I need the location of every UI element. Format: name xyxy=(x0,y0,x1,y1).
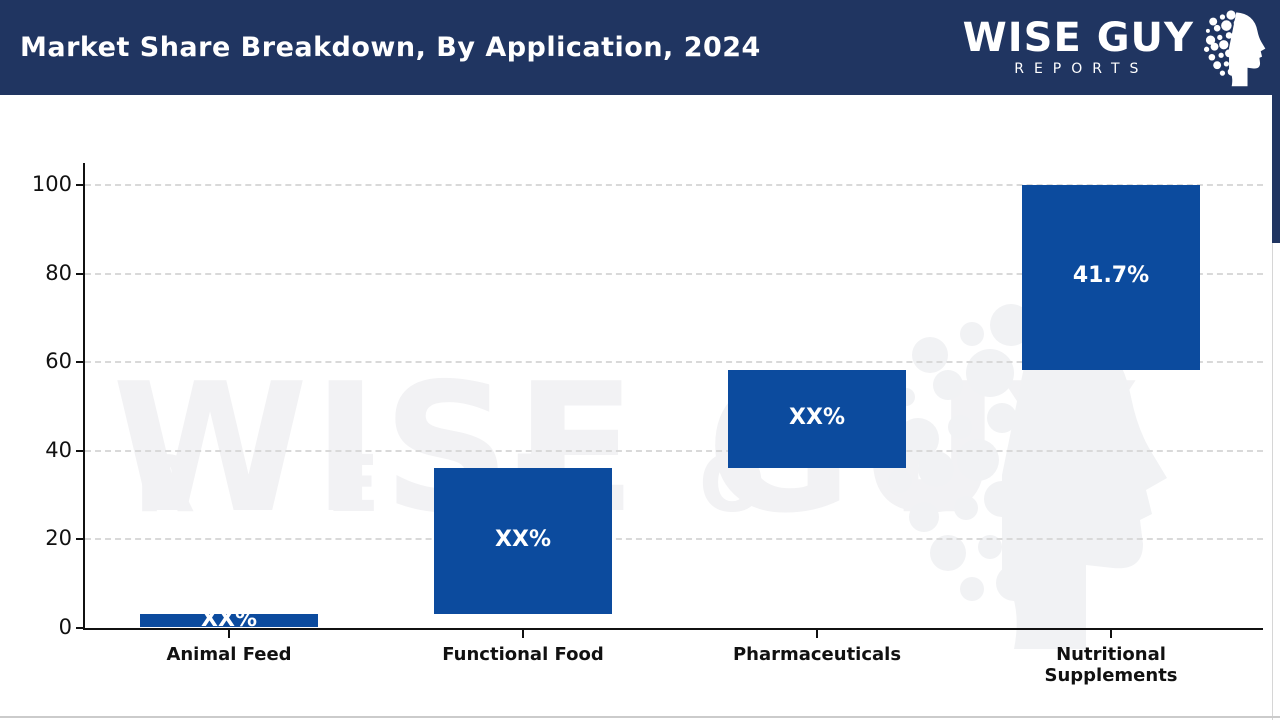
vertical-scrollbar[interactable] xyxy=(1272,95,1280,720)
y-tick-label-40: 40 xyxy=(45,437,72,462)
dotted-head-icon xyxy=(1203,9,1266,86)
y-tick-label-100: 100 xyxy=(31,172,72,196)
y-tick-60 xyxy=(76,361,85,363)
bar-animal-feed xyxy=(140,614,318,628)
gridline-40 xyxy=(85,449,1263,452)
bar-value-label-functional-food: XX% xyxy=(495,527,551,553)
y-axis xyxy=(83,162,85,630)
x-tick-pharmaceuticals xyxy=(816,629,818,638)
scrollbar-thumb[interactable] xyxy=(1272,95,1280,243)
header-bar: Market Share Breakdown, By Application, … xyxy=(0,0,1280,95)
x-axis xyxy=(83,627,1263,630)
category-label-pharmaceuticals: Pharmaceuticals xyxy=(732,643,902,665)
y-tick-40 xyxy=(76,449,85,452)
bar-value-label-pharmaceuticals: XX% xyxy=(789,404,845,430)
category-label-animal-feed: Animal Feed xyxy=(166,643,292,665)
category-label-nutritional-supplements: Nutritional Supplements xyxy=(1044,643,1178,686)
gridline-60 xyxy=(85,361,1263,363)
y-tick-label-80: 80 xyxy=(45,260,72,285)
bar-functional-food xyxy=(434,468,612,615)
y-tick-80 xyxy=(76,272,85,275)
bar-nutritional-supplements xyxy=(1022,185,1200,370)
chart-area: WISE GUY R E P O R T S 0 20 40 60 80 100 XX% XX… xyxy=(0,95,1280,720)
x-tick-functional-food xyxy=(522,629,524,638)
x-tick-nutritional-supplements xyxy=(1110,629,1112,638)
brand-subtitle: REPORTS xyxy=(1014,61,1149,77)
y-tick-label-60: 60 xyxy=(45,349,72,373)
brand-name: WISE GUY xyxy=(962,15,1194,61)
y-tick-100 xyxy=(76,184,85,186)
watermark-head-icon xyxy=(888,304,1167,649)
gridline-20 xyxy=(85,538,1263,540)
bottom-border xyxy=(0,716,1280,718)
y-tick-label-0: 0 xyxy=(58,614,72,639)
gridline-80 xyxy=(85,272,1263,275)
bar-value-label-nutritional-supplements: 41.7% xyxy=(1072,263,1150,289)
y-tick-0 xyxy=(76,626,85,629)
page-title: Market Share Breakdown, By Application, … xyxy=(20,32,761,63)
category-label-functional-food: Functional Food xyxy=(442,643,604,665)
brand-logo: WISE GUY REPORTS xyxy=(963,0,1266,95)
bar-pharmaceuticals xyxy=(728,369,906,469)
y-tick-label-20: 20 xyxy=(45,526,72,550)
x-tick-animal-feed xyxy=(228,629,230,638)
y-tick-20 xyxy=(76,538,85,540)
gridline-100 xyxy=(85,184,1263,186)
brand-logo-text: WISE GUY REPORTS xyxy=(963,18,1194,77)
